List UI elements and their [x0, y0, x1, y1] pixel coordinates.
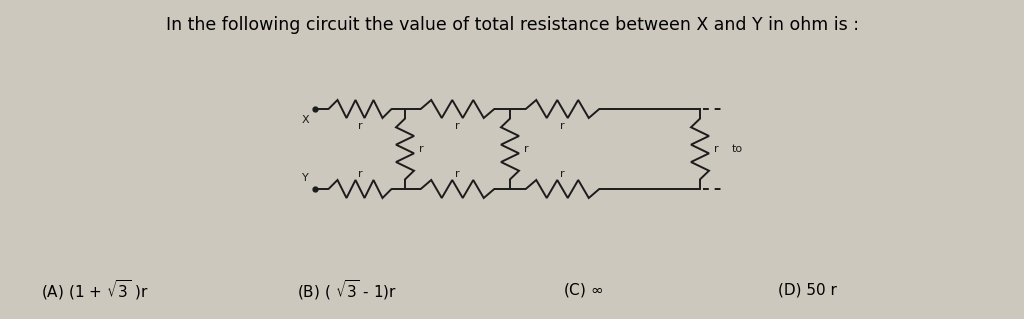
Text: Y: Y [302, 173, 309, 183]
Text: (B) ( $\sqrt{3}$ - 1)r: (B) ( $\sqrt{3}$ - 1)r [297, 278, 397, 302]
Text: In the following circuit the value of total resistance between X and Y in ohm is: In the following circuit the value of to… [166, 16, 858, 34]
Text: (A) (1 + $\sqrt{3}$ )r: (A) (1 + $\sqrt{3}$ )r [41, 278, 148, 302]
Text: r: r [357, 169, 362, 179]
Text: r: r [560, 169, 565, 179]
Text: r: r [560, 121, 565, 131]
Text: (D) 50 r: (D) 50 r [778, 283, 837, 298]
Text: X: X [301, 115, 309, 125]
Text: (C) $\infty$: (C) $\infty$ [563, 281, 603, 299]
Text: r: r [714, 144, 719, 154]
Text: r: r [456, 121, 460, 131]
Text: r: r [456, 169, 460, 179]
Text: r: r [419, 144, 424, 154]
Text: r: r [524, 144, 528, 154]
Text: r: r [357, 121, 362, 131]
Text: to: to [732, 144, 743, 154]
